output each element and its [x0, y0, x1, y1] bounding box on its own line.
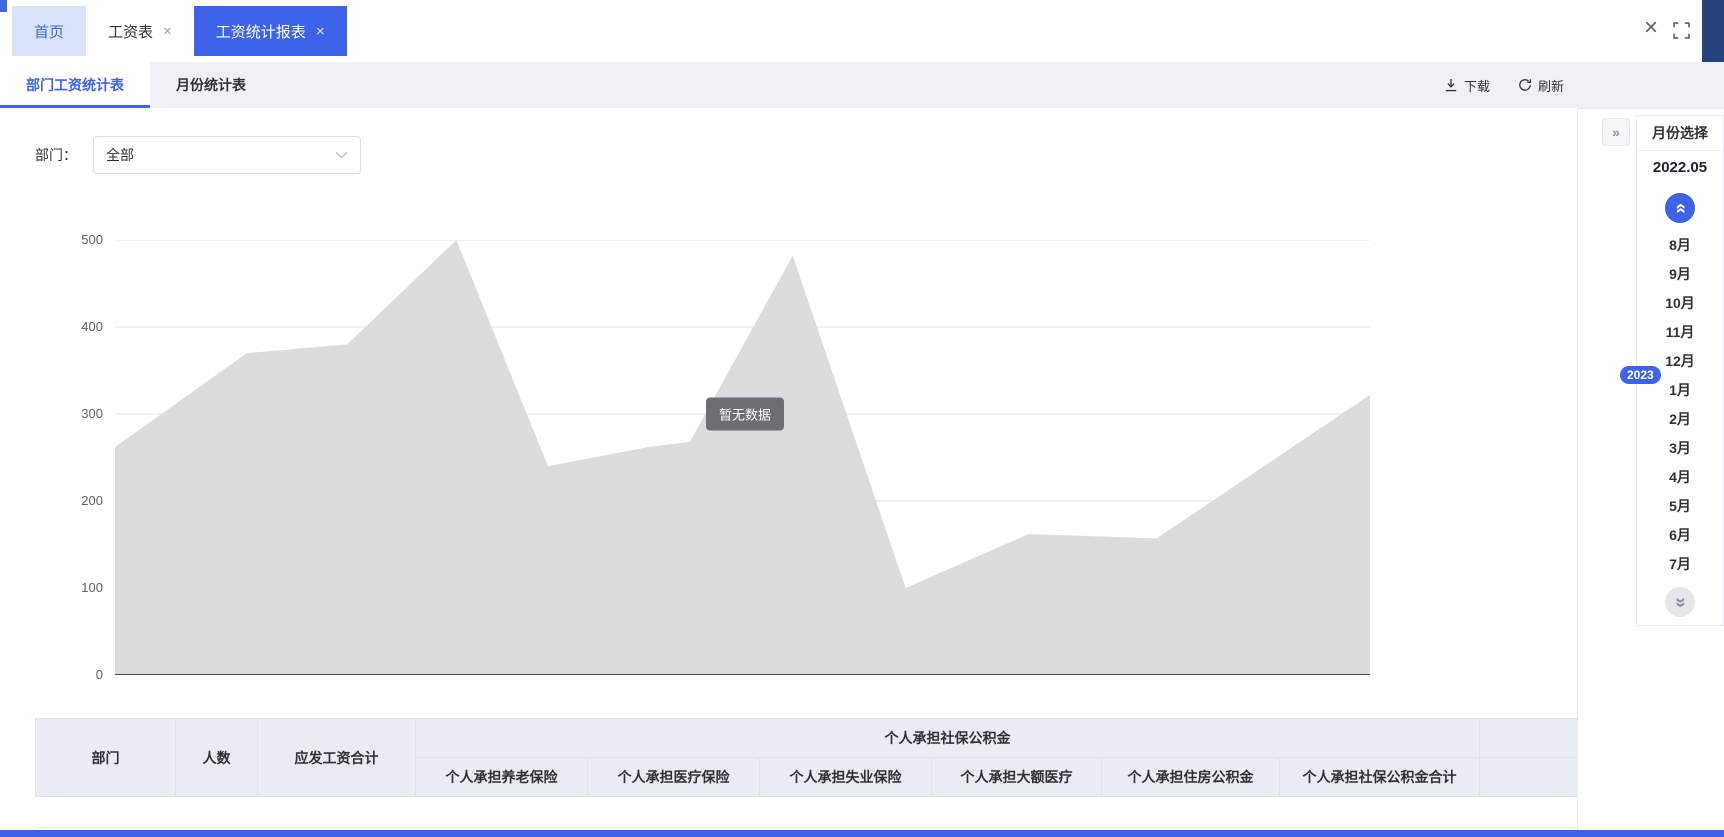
- bottom-accent-bar: [0, 830, 1724, 837]
- tab-label: 首页: [34, 23, 65, 41]
- chart-y-axis: 0 100 200 300 400 500: [55, 232, 103, 682]
- chevron-down-icon: [335, 151, 348, 159]
- month-item[interactable]: 4月: [1669, 469, 1691, 485]
- month-item[interactable]: 2月: [1669, 411, 1691, 427]
- month-item[interactable]: 9月: [1669, 266, 1691, 282]
- scroll-down-button[interactable]: »: [1665, 587, 1695, 617]
- column-header: 公司承担: [1479, 757, 1577, 797]
- month-selector-panel: 月份选择 2022.05 » 8月 9月 10月 11月 12月 1月 2月 3月 4月 5月 6月…: [1620, 115, 1724, 626]
- column-header: 个人承担社保公积金合计: [1279, 757, 1480, 797]
- y-tick-label: 400: [81, 319, 103, 334]
- column-header: 个人承担养老保险: [415, 757, 588, 797]
- group-column-header: [1479, 718, 1577, 758]
- corner-accent: [0, 0, 7, 12]
- month-item[interactable]: 6月: [1669, 527, 1691, 543]
- table-body-empty: [35, 796, 1577, 828]
- report-content: 部门： 全部 0 100 200 300 400 500 暂无数据 部门 人数 应发工资合计个…: [0, 108, 1578, 837]
- column-header: 个人承担医疗保险: [587, 757, 760, 797]
- y-tick-label: 100: [81, 580, 103, 595]
- tab-close-icon[interactable]: ×: [315, 22, 325, 40]
- column-header: 个人承担失业保险: [759, 757, 932, 797]
- tab-label: 工资表: [108, 23, 154, 41]
- month-item[interactable]: 8月: [1669, 237, 1691, 253]
- close-icon[interactable]: ×: [1643, 14, 1658, 41]
- filter-row: 部门： 全部: [35, 136, 361, 174]
- column-header: 个人承担大额医疗: [931, 757, 1102, 797]
- corner-block: [1702, 0, 1724, 62]
- double-chevron-down-icon: »: [1669, 596, 1691, 608]
- department-select[interactable]: 全部: [93, 136, 361, 174]
- month-list: 8月 9月 10月 11月 12月 1月 2月 3月 4月 5月 6月 7月: [1637, 231, 1723, 579]
- panel-collapse-button[interactable]: »: [1602, 118, 1630, 146]
- subtab-label: 部门工资统计表: [26, 77, 124, 93]
- y-tick-label: 300: [81, 406, 103, 421]
- column-header: 部门: [35, 718, 176, 797]
- y-tick-label: 200: [81, 493, 103, 508]
- department-filter-label: 部门：: [35, 147, 77, 163]
- salary-area-chart: 暂无数据: [115, 240, 1370, 675]
- area-chart-svg: [115, 240, 1370, 675]
- tab-payroll-sheet[interactable]: 工资表 ×: [86, 6, 194, 56]
- y-tick-label: 500: [81, 232, 103, 247]
- download-label: 下载: [1463, 78, 1490, 94]
- tab-month-stats[interactable]: 月份统计表: [150, 62, 272, 108]
- column-header: 人数: [175, 718, 258, 797]
- tab-department-salary-stats[interactable]: 部门工资统计表: [0, 62, 150, 108]
- report-tab-bar: 部门工资统计表 月份统计表: [0, 62, 1724, 109]
- month-item[interactable]: 10月: [1665, 295, 1695, 311]
- year-badge: 2023: [1620, 366, 1661, 384]
- month-item[interactable]: 5月: [1669, 498, 1691, 514]
- double-chevron-up-icon: »: [1669, 202, 1691, 214]
- month-item[interactable]: 1月: [1669, 382, 1691, 398]
- month-item[interactable]: 11月: [1665, 324, 1695, 340]
- column-header: 个人承担住房公积金: [1101, 757, 1280, 797]
- month-item[interactable]: 7月: [1669, 556, 1691, 572]
- summary-table: 部门 人数 应发工资合计 个人承担社保公积金 个人承担养老保险 个人承担医疗保险 个人承担失…: [35, 718, 1577, 828]
- month-item[interactable]: 3月: [1669, 440, 1691, 456]
- refresh-label: 刷新: [1537, 78, 1564, 94]
- month-panel-title: 月份选择: [1637, 116, 1723, 151]
- tab-payroll-report[interactable]: 工资统计报表 ×: [193, 6, 347, 56]
- tab-label: 工资统计报表: [215, 23, 306, 41]
- month-item[interactable]: 12月: [1665, 353, 1695, 369]
- department-select-value: 全部: [106, 147, 134, 163]
- download-icon: [1445, 79, 1457, 92]
- download-button[interactable]: 下载: [1444, 76, 1490, 95]
- summary-table-wrap: 部门 人数 应发工资合计 个人承担社保公积金 个人承担养老保险 个人承担医疗保险 个人承担失…: [35, 718, 1577, 828]
- y-tick-label: 0: [95, 667, 103, 682]
- selected-month: 2022.05: [1652, 159, 1708, 176]
- top-tab-bar: 首页 工资表 × 工资统计报表 × ×: [0, 0, 1724, 62]
- fullscreen-icon[interactable]: [1673, 22, 1690, 39]
- column-header: 应发工资合计: [257, 718, 416, 797]
- scroll-up-button[interactable]: »: [1665, 193, 1695, 223]
- subtab-label: 月份统计表: [176, 77, 246, 93]
- group-column-header: 个人承担社保公积金: [415, 718, 1480, 758]
- refresh-icon: [1519, 79, 1532, 91]
- tab-home[interactable]: 首页: [12, 6, 87, 56]
- refresh-button[interactable]: 刷新: [1518, 76, 1564, 95]
- toolbar-actions: 下载 刷新: [1444, 62, 1564, 108]
- tab-close-icon[interactable]: ×: [163, 22, 172, 40]
- no-data-tooltip: 暂无数据: [705, 397, 785, 431]
